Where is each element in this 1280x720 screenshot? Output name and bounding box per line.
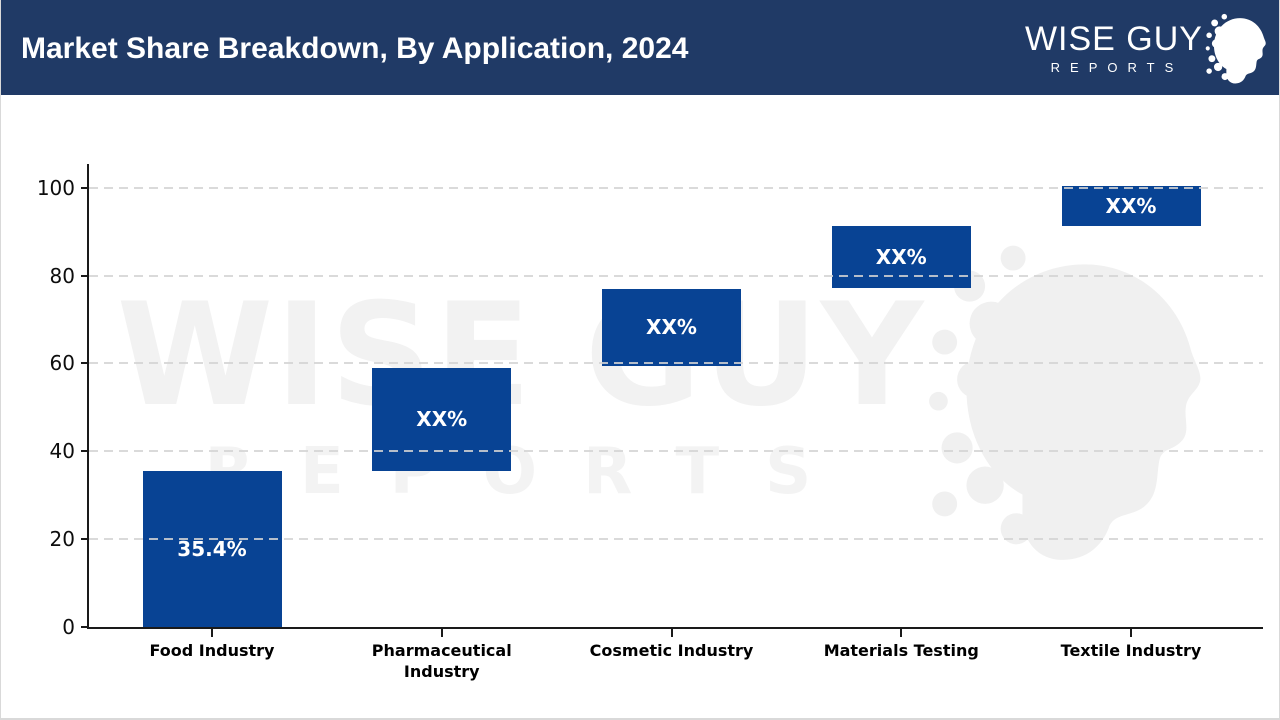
- gridline-y-40: [89, 450, 1263, 453]
- y-axis-tick-label: 80: [49, 263, 75, 288]
- bar-value-label: XX%: [416, 407, 468, 432]
- bar-materials-testing: XX%: [831, 225, 971, 288]
- bar-value-label: XX%: [646, 315, 697, 340]
- bar-food-industry: 35.4%: [142, 471, 282, 627]
- watermark-face-icon: [929, 245, 1201, 560]
- y-axis-tick: [81, 362, 89, 365]
- bar-pharmaceutical-industry: XX%: [372, 367, 512, 472]
- bar-value-label: XX%: [1105, 194, 1157, 219]
- x-axis-tick: [211, 629, 213, 637]
- gridline-y-80: [89, 274, 1263, 277]
- logo-brand-subtitle: REPORTS: [1050, 59, 1184, 75]
- bar-value-label: 35.4%: [177, 537, 247, 562]
- bar-cosmetic-industry: XX%: [602, 288, 741, 367]
- x-axis-tick: [1130, 629, 1132, 637]
- wise-guy-reports-logo: WISE GUY REPORTS: [1025, 8, 1267, 86]
- y-axis-tick-label: 100: [36, 175, 75, 200]
- gridline-y-100: [89, 186, 1263, 189]
- chart-title: Market Share Breakdown, By Application, …: [21, 32, 689, 65]
- y-axis-tick-label: 0: [62, 615, 75, 639]
- x-category-label: Textile Industry: [1060, 641, 1202, 660]
- x-category-label: Materials Testing: [823, 641, 979, 660]
- gridline-y-60: [89, 362, 1263, 365]
- y-axis-tick: [81, 626, 89, 628]
- x-axis-tick: [440, 629, 443, 637]
- x-category-label: Pharmaceutical Industry: [371, 641, 512, 681]
- y-axis-tick-label: 20: [49, 527, 75, 552]
- gridline-y-20: [89, 538, 1263, 541]
- x-category-label: Food Industry: [149, 641, 275, 660]
- bar-textile-industry: XX%: [1061, 186, 1201, 226]
- logo-text: WISE GUY REPORTS: [1025, 20, 1203, 75]
- y-axis-tick: [81, 274, 89, 277]
- x-axis-tick: [900, 629, 903, 637]
- y-axis-tick: [81, 186, 89, 189]
- header-bar: Market Share Breakdown, By Application, …: [1, 0, 1279, 95]
- bar-value-label: XX%: [875, 244, 927, 269]
- x-axis-tick: [670, 629, 673, 637]
- y-axis-tick: [81, 450, 89, 453]
- y-axis-tick: [81, 538, 89, 541]
- y-axis-tick-label: 60: [49, 351, 75, 376]
- x-axis-line: [87, 627, 1263, 629]
- dotted-face-profile-icon: [1205, 13, 1266, 84]
- y-axis-tick-label: 40: [49, 439, 75, 464]
- plot-area: 0 20 40 60 80 100 35.4% Food Industry XX% Pharmac…: [1, 95, 1279, 718]
- y-axis-line: [87, 164, 89, 629]
- logo-brand-name: WISE GUY: [1024, 19, 1203, 58]
- x-category-label: Cosmetic Industry: [589, 641, 754, 660]
